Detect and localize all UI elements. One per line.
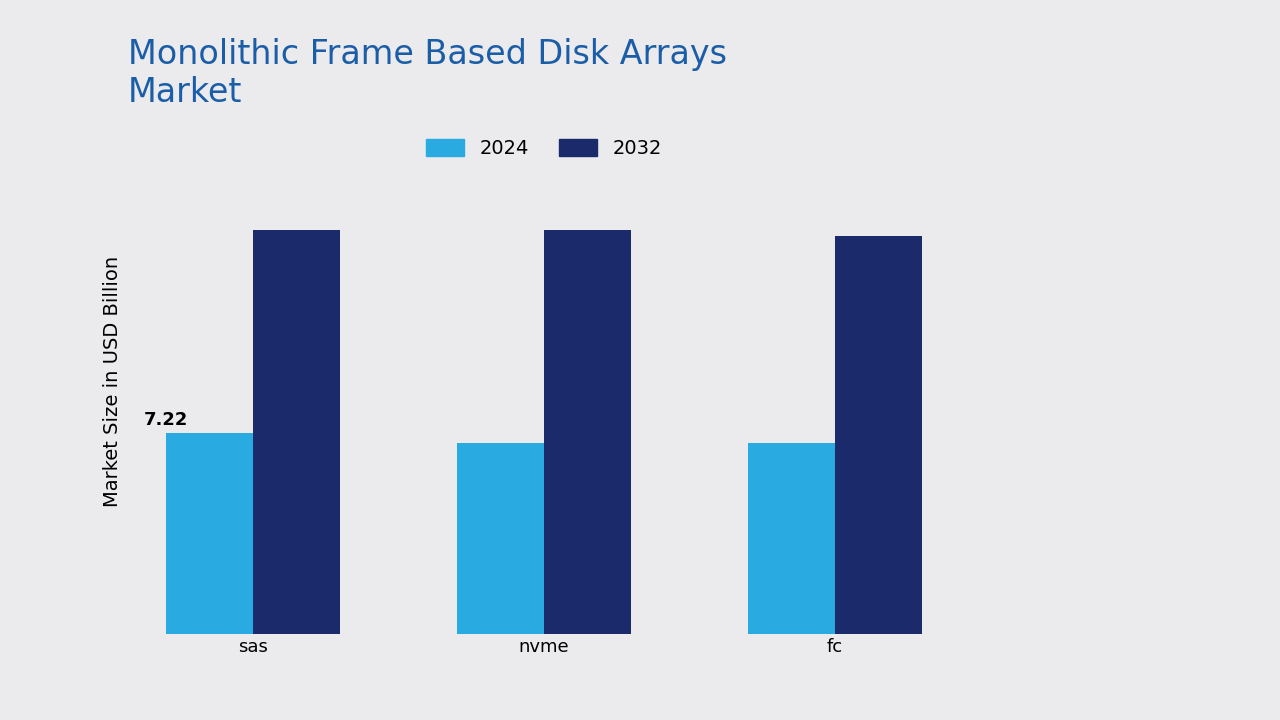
- Text: Monolithic Frame Based Disk Arrays
Market: Monolithic Frame Based Disk Arrays Marke…: [128, 37, 727, 109]
- Text: 7.22: 7.22: [143, 410, 188, 428]
- Bar: [544, 230, 631, 634]
- Bar: [253, 230, 340, 634]
- Bar: [457, 443, 544, 634]
- Bar: [166, 433, 253, 634]
- Legend: 2024, 2032: 2024, 2032: [416, 130, 672, 168]
- Bar: [835, 236, 922, 634]
- Bar: [748, 443, 835, 634]
- Y-axis label: Market Size in USD Billion: Market Size in USD Billion: [104, 256, 123, 507]
